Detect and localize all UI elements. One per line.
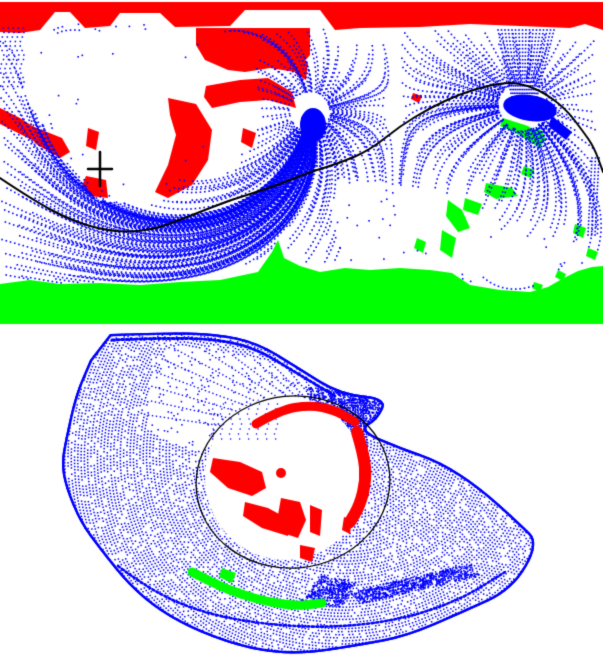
fieldline-sphere-panel	[0, 330, 603, 659]
footpoint-map-panel	[0, 0, 603, 325]
